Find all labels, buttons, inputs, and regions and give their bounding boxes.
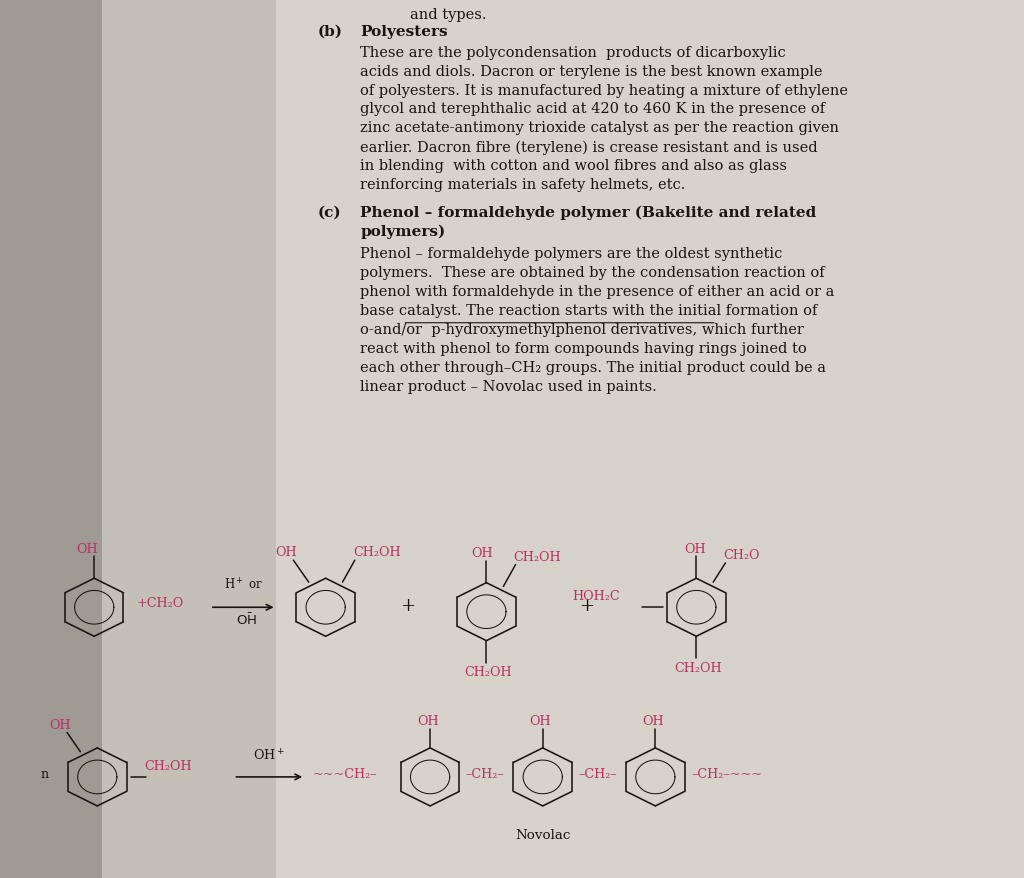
Text: in blending  with cotton and wool fibres and also as glass: in blending with cotton and wool fibres …: [360, 159, 787, 173]
Bar: [102, 0, 276, 878]
Text: earlier. Dacron fibre (terylene) is crease resistant and is used: earlier. Dacron fibre (terylene) is crea…: [360, 140, 818, 155]
Text: n: n: [41, 767, 49, 780]
Text: polymers): polymers): [360, 224, 445, 239]
Text: OH: OH: [471, 546, 493, 559]
Text: CH₂OH: CH₂OH: [144, 759, 193, 772]
Text: OH: OH: [417, 714, 438, 727]
Text: $\bar{\mathrm{OH}}$: $\bar{\mathrm{OH}}$: [236, 612, 257, 628]
Text: reinforcing materials in safety helmets, etc.: reinforcing materials in safety helmets,…: [360, 177, 686, 191]
Text: ~~~CH₂–: ~~~CH₂–: [312, 767, 377, 780]
Text: and types.: and types.: [410, 8, 486, 22]
Text: (b): (b): [317, 25, 342, 39]
Bar: [0, 0, 102, 878]
Text: glycol and terephthalic acid at 420 to 460 K in the presence of: glycol and terephthalic acid at 420 to 4…: [360, 102, 825, 116]
Text: acids and diols. Dacron or terylene is the best known example: acids and diols. Dacron or terylene is t…: [360, 65, 823, 78]
Text: each other through–CH₂ groups. The initial product could be a: each other through–CH₂ groups. The initi…: [360, 360, 826, 374]
Text: CH₂OH: CH₂OH: [513, 551, 561, 563]
Text: Phenol – formaldehyde polymer (Bakelite and related: Phenol – formaldehyde polymer (Bakelite …: [360, 205, 817, 220]
Text: zinc acetate-antimony trioxide catalyst as per the reaction given: zinc acetate-antimony trioxide catalyst …: [360, 121, 840, 135]
Text: Phenol – formaldehyde polymers are the oldest synthetic: Phenol – formaldehyde polymers are the o…: [360, 247, 782, 261]
Text: Novolac: Novolac: [515, 828, 570, 841]
Text: –CH₂–~~~: –CH₂–~~~: [691, 767, 762, 780]
Text: +CH₂O: +CH₂O: [136, 597, 183, 609]
Text: OH: OH: [76, 542, 97, 555]
Text: HOH₂C: HOH₂C: [572, 589, 621, 602]
Text: OH: OH: [529, 714, 551, 727]
Text: OH$^+$: OH$^+$: [253, 748, 286, 763]
Text: OH: OH: [274, 546, 297, 558]
Text: OH: OH: [49, 718, 72, 730]
Text: CH₂OH: CH₂OH: [674, 661, 722, 674]
Text: phenol with formaldehyde in the presence of either an acid or a: phenol with formaldehyde in the presence…: [360, 284, 835, 299]
Text: OH: OH: [642, 714, 664, 727]
Text: linear product – Novolac used in paints.: linear product – Novolac used in paints.: [360, 379, 657, 393]
Text: H$^+$ or: H$^+$ or: [223, 577, 263, 592]
Text: (c): (c): [317, 205, 341, 220]
Text: react with phenol to form compounds having rings joined to: react with phenol to form compounds havi…: [360, 342, 807, 356]
Text: +: +: [400, 596, 415, 614]
Text: –CH₂–: –CH₂–: [579, 767, 617, 780]
Text: of polyesters. It is manufactured by heating a mixture of ethylene: of polyesters. It is manufactured by hea…: [360, 83, 849, 97]
Text: CH₂OH: CH₂OH: [352, 546, 400, 558]
Text: +: +: [580, 596, 594, 614]
Text: base catalyst. The reaction starts with the initial formation of: base catalyst. The reaction starts with …: [360, 304, 818, 318]
Text: CH₂O: CH₂O: [723, 549, 760, 561]
Text: OH: OH: [684, 542, 706, 555]
Text: Polyesters: Polyesters: [360, 25, 449, 39]
Text: These are the polycondensation  products of dicarboxylic: These are the polycondensation products …: [360, 46, 786, 60]
Text: o-and/or  p-hydroxymethylphenol derivatives, which further: o-and/or p-hydroxymethylphenol derivativ…: [360, 322, 804, 336]
Text: –CH₂–: –CH₂–: [466, 767, 505, 780]
Text: polymers.  These are obtained by the condensation reaction of: polymers. These are obtained by the cond…: [360, 266, 825, 280]
Text: CH₂OH: CH₂OH: [464, 666, 512, 679]
